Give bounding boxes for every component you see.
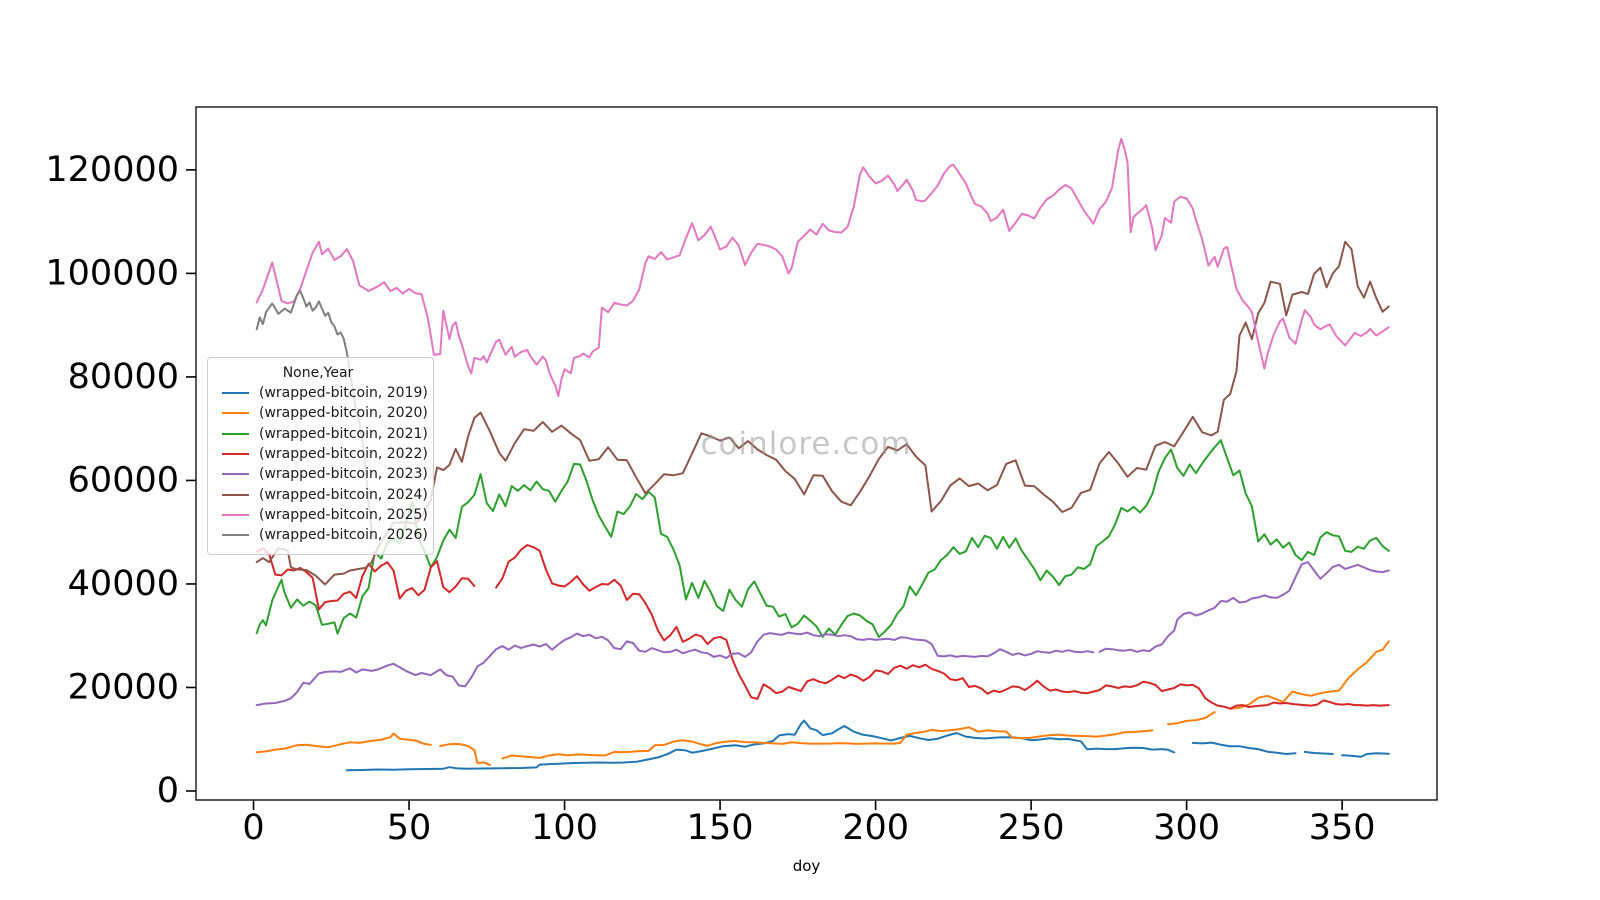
legend-item-2022: (wrapped-bitcoin, 2022): [215, 444, 428, 464]
legend-line-swatch-icon: [222, 493, 249, 496]
legend-line-swatch-icon: [222, 453, 249, 456]
x-axis-label: doy: [793, 857, 821, 875]
x-tick-label: 150: [687, 808, 754, 848]
x-tick-label: 200: [842, 808, 909, 848]
series-line-2021: [255, 439, 1390, 638]
x-tick-label: 0: [242, 808, 264, 848]
legend-item-label: (wrapped-bitcoin, 2022): [259, 446, 428, 463]
legend-item-2023: (wrapped-bitcoin, 2023): [215, 464, 428, 484]
legend-item-2025: (wrapped-bitcoin, 2025): [215, 505, 428, 525]
legend-item-2021: (wrapped-bitcoin, 2021): [215, 424, 428, 444]
legend-item-label: (wrapped-bitcoin, 2021): [259, 425, 428, 442]
series-line-2019: [345, 719, 1390, 772]
series-line-2025: [255, 137, 1390, 398]
series-line-2020: [255, 640, 1390, 766]
y-tick-label: 0: [157, 771, 179, 811]
y-tick-label: 60000: [68, 460, 179, 500]
y-tick-label: 20000: [68, 667, 179, 707]
legend-item-label: (wrapped-bitcoin, 2020): [259, 405, 428, 422]
legend: None,Year (wrapped-bitcoin, 2019) (wrappe…: [207, 357, 434, 556]
legend-item-label: (wrapped-bitcoin, 2025): [259, 506, 428, 523]
legend-item-label: (wrapped-bitcoin, 2019): [259, 385, 428, 402]
y-tick-label: 120000: [45, 150, 179, 190]
x-tick-label: 350: [1309, 808, 1376, 848]
legend-title: None,Year: [282, 365, 354, 381]
legend-items: (wrapped-bitcoin, 2019) (wrapped-bitcoin,…: [215, 383, 428, 545]
x-tick-label: 250: [998, 808, 1065, 848]
y-tick-label: 40000: [68, 564, 179, 604]
legend-line-swatch-icon: [222, 392, 249, 395]
plot-frame: [195, 106, 1438, 801]
x-tick-label: 300: [1153, 808, 1220, 848]
legend-item-label: (wrapped-bitcoin, 2024): [259, 486, 428, 503]
legend-line-swatch-icon: [222, 473, 249, 476]
legend-line-swatch-icon: [222, 432, 249, 435]
legend-item-2019: (wrapped-bitcoin, 2019): [215, 383, 428, 403]
legend-line-swatch-icon: [222, 412, 249, 415]
x-tick-label: 100: [531, 808, 598, 848]
x-tick-label: 50: [387, 808, 432, 848]
y-tick-label: 100000: [45, 253, 179, 293]
legend-line-swatch-icon: [222, 534, 249, 537]
legend-item-2024: (wrapped-bitcoin, 2024): [215, 484, 428, 504]
legend-line-swatch-icon: [222, 513, 249, 516]
legend-item-2026: (wrapped-bitcoin, 2026): [215, 525, 428, 545]
series-line-2023: [255, 561, 1390, 707]
legend-item-label: (wrapped-bitcoin, 2026): [259, 527, 428, 544]
series-line-2022: [255, 544, 1390, 710]
y-tick-label: 80000: [68, 357, 179, 397]
legend-item-label: (wrapped-bitcoin, 2023): [259, 466, 428, 483]
legend-item-2020: (wrapped-bitcoin, 2020): [215, 403, 428, 423]
